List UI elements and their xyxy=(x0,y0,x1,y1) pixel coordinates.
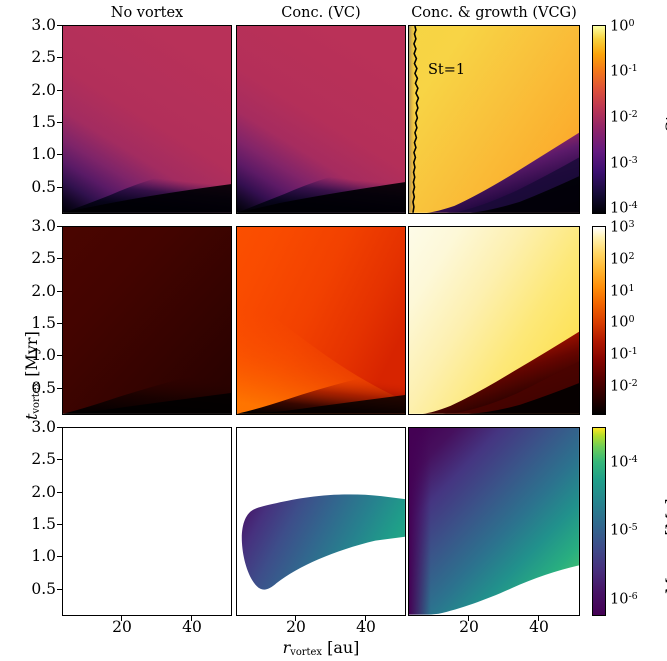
xtick-c1-40: 40 xyxy=(182,618,202,636)
ytick-mark xyxy=(57,291,62,293)
st-one-contour-label: St=1 xyxy=(428,62,466,78)
colorbar-label-epsilon: ϵ xyxy=(662,319,667,328)
colorbar-embryo-mass xyxy=(592,427,606,616)
mass-vcg-image xyxy=(409,428,579,615)
ytick-r3-3.0: 3.0 xyxy=(31,418,56,436)
xtick-mark xyxy=(468,616,470,621)
xtick-mark xyxy=(295,616,297,621)
ytick-r1-2.0: 2.0 xyxy=(31,81,56,99)
ytick-r2-2.5: 2.5 xyxy=(31,249,56,267)
cbtick-eps-1e-2: 10-2 xyxy=(610,378,638,395)
ytick-r1-1.5: 1.5 xyxy=(31,113,56,131)
xtick-c3-20: 20 xyxy=(459,618,479,636)
ytick-r1-2.5: 2.5 xyxy=(31,48,56,66)
ytick-mark xyxy=(57,556,62,558)
y-axis-label: tvortex [Myr] xyxy=(22,331,43,420)
cbtick-mass-1e-4: 10-4 xyxy=(610,454,638,471)
cbtick-mass-1e-5: 10-5 xyxy=(610,522,638,539)
xtick-c1-20: 20 xyxy=(112,618,132,636)
heatmap-panel-eps-vc xyxy=(236,226,406,415)
cbtick-st-1e-3: 10-3 xyxy=(610,155,638,172)
ytick-mark xyxy=(57,25,62,27)
cbtick-eps-1e1: 101 xyxy=(610,283,635,300)
cbtick-st-1e0: 100 xyxy=(610,18,635,35)
xtick-c3-40: 40 xyxy=(529,618,549,636)
heatmap-panel-mass-vc xyxy=(236,427,406,616)
heatmap-panel-eps-vcg xyxy=(408,226,580,415)
xtick-mark xyxy=(365,616,367,621)
ytick-mark xyxy=(57,524,62,526)
cbtick-eps-1e-1: 10-1 xyxy=(610,346,638,363)
x-axis-label: rvortex [au] xyxy=(282,638,360,659)
column-title-1: No vortex xyxy=(110,5,184,21)
heatmap-panel-st-novortex xyxy=(62,25,232,214)
ytick-mark xyxy=(57,90,62,92)
ytick-r2-2.0: 2.0 xyxy=(31,282,56,300)
ytick-mark xyxy=(57,154,62,156)
column-title-2: Conc. (VC) xyxy=(281,5,361,21)
cbtick-st-1e-4: 10-4 xyxy=(610,200,638,217)
ytick-r3-2.0: 2.0 xyxy=(31,483,56,501)
ytick-mark xyxy=(57,388,62,390)
mass-vc-image xyxy=(241,494,405,590)
ytick-mark xyxy=(57,427,62,429)
ytick-mark xyxy=(57,492,62,494)
ytick-r2-3.0: 3.0 xyxy=(31,217,56,235)
eps-vc-image xyxy=(237,227,405,414)
eps-vcg-image xyxy=(409,227,579,414)
xtick-mark xyxy=(121,616,123,621)
xtick-mark xyxy=(538,616,540,621)
heatmap-panel-mass-novortex xyxy=(62,427,232,616)
ytick-r3-2.5: 2.5 xyxy=(31,450,56,468)
heatmap-panel-mass-vcg xyxy=(408,427,580,616)
xtick-c2-20: 20 xyxy=(286,618,306,636)
colorbar-label-embryo-mass: Membryo [M⊕] xyxy=(662,498,667,595)
colorbar-stokes-number xyxy=(592,25,606,214)
ytick-r1-0.5: 0.5 xyxy=(31,178,56,196)
ytick-mark xyxy=(57,258,62,260)
ytick-mark xyxy=(57,355,62,357)
cbtick-eps-1e3: 103 xyxy=(610,219,635,236)
ytick-mark xyxy=(57,187,62,189)
ytick-r2-1.0: 1.0 xyxy=(31,346,56,364)
ytick-mark xyxy=(57,226,62,228)
ytick-mark xyxy=(57,459,62,461)
ytick-r2-0.5: 0.5 xyxy=(31,379,56,397)
ytick-mark xyxy=(57,589,62,591)
ytick-r2-1.5: 1.5 xyxy=(31,314,56,332)
ytick-mark xyxy=(57,57,62,59)
ytick-mark xyxy=(57,323,62,325)
column-title-3: Conc. & growth (VCG) xyxy=(411,5,577,21)
ytick-r1-1.0: 1.0 xyxy=(31,145,56,163)
st-novortex-image xyxy=(63,26,231,213)
heatmap-panel-st-vcg: St=1 xyxy=(408,25,580,214)
xtick-mark xyxy=(191,616,193,621)
cbtick-eps-1e0: 100 xyxy=(610,314,635,331)
colorbar-label-st: St xyxy=(662,114,667,132)
cbtick-st-1e-2: 10-2 xyxy=(610,109,638,126)
cbtick-st-1e-1: 10-1 xyxy=(610,63,638,80)
st-vc-image xyxy=(237,26,405,213)
ytick-mark xyxy=(57,122,62,124)
heatmap-panel-eps-novortex xyxy=(62,226,232,415)
st-vcg-image xyxy=(409,26,579,213)
colorbar-dust-to-gas-ratio xyxy=(592,226,606,415)
ytick-r3-0.5: 0.5 xyxy=(31,580,56,598)
ytick-r3-1.5: 1.5 xyxy=(31,515,56,533)
ytick-r3-1.0: 1.0 xyxy=(31,547,56,565)
cbtick-eps-1e2: 102 xyxy=(610,251,635,268)
heatmap-panel-st-vc xyxy=(236,25,406,214)
ytick-r1-3.0: 3.0 xyxy=(31,16,56,34)
eps-novortex-image xyxy=(63,227,231,414)
cbtick-mass-1e-6: 10-6 xyxy=(610,591,638,608)
xtick-c2-40: 40 xyxy=(356,618,376,636)
